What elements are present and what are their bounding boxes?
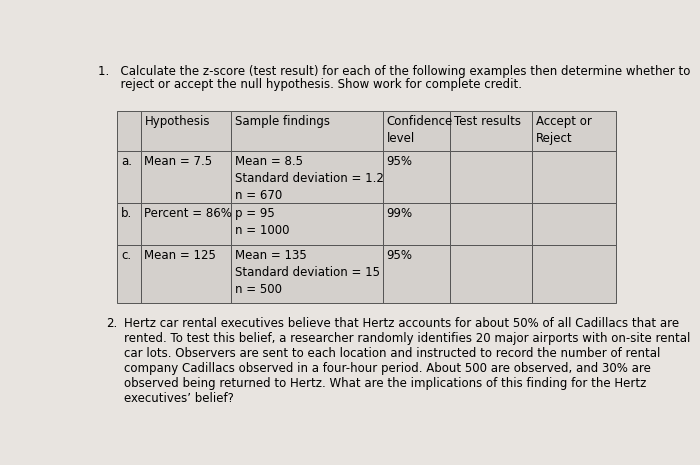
- Text: 2.: 2.: [106, 317, 118, 330]
- Text: 95%: 95%: [386, 155, 413, 168]
- Bar: [532, 151, 617, 204]
- Bar: [231, 204, 383, 246]
- Text: a.: a.: [121, 155, 132, 168]
- Text: executives’ belief?: executives’ belief?: [125, 392, 234, 405]
- Text: car lots. Observers are sent to each location and instructed to record the numbe: car lots. Observers are sent to each loc…: [125, 347, 661, 360]
- Bar: [383, 151, 450, 204]
- Bar: [450, 246, 532, 303]
- Text: company Cadillacs observed in a four-hour period. About 500 are observed, and 30: company Cadillacs observed in a four-hou…: [125, 362, 651, 375]
- Bar: [383, 204, 450, 246]
- Bar: [118, 111, 141, 151]
- Text: c.: c.: [121, 249, 132, 262]
- Text: Mean = 125: Mean = 125: [144, 249, 216, 262]
- Bar: [141, 204, 231, 246]
- Text: Mean = 7.5: Mean = 7.5: [144, 155, 213, 168]
- Bar: [532, 204, 617, 246]
- Bar: [118, 246, 141, 303]
- Text: Confidence
level: Confidence level: [386, 115, 453, 145]
- Text: Mean = 135
Standard deviation = 15
n = 500: Mean = 135 Standard deviation = 15 n = 5…: [235, 249, 380, 296]
- Bar: [118, 204, 141, 246]
- Bar: [141, 151, 231, 204]
- Bar: [450, 111, 532, 151]
- Bar: [141, 246, 231, 303]
- Text: p = 95
n = 1000: p = 95 n = 1000: [235, 207, 290, 237]
- Bar: [231, 246, 383, 303]
- Text: 95%: 95%: [386, 249, 413, 262]
- Text: Percent = 86%: Percent = 86%: [144, 207, 232, 220]
- Bar: [383, 246, 450, 303]
- Text: b.: b.: [121, 207, 132, 220]
- Bar: [532, 111, 617, 151]
- Bar: [231, 151, 383, 204]
- Text: Sample findings: Sample findings: [235, 115, 330, 128]
- Text: Hypothesis: Hypothesis: [144, 115, 210, 128]
- Text: Test results: Test results: [454, 115, 521, 128]
- Text: 1.   Calculate the z-score (test result) for each of the following examples then: 1. Calculate the z-score (test result) f…: [98, 65, 691, 78]
- Bar: [231, 111, 383, 151]
- Bar: [532, 246, 617, 303]
- Text: Hertz car rental executives believe that Hertz accounts for about 50% of all Cad: Hertz car rental executives believe that…: [125, 317, 680, 330]
- Text: Mean = 8.5
Standard deviation = 1.2
n = 670: Mean = 8.5 Standard deviation = 1.2 n = …: [235, 155, 384, 202]
- Bar: [118, 151, 141, 204]
- Text: 99%: 99%: [386, 207, 413, 220]
- Bar: [450, 151, 532, 204]
- Bar: [383, 111, 450, 151]
- Text: reject or accept the null hypothesis. Show work for complete credit.: reject or accept the null hypothesis. Sh…: [98, 78, 522, 91]
- Text: rented. To test this belief, a researcher randomly identifies 20 major airports : rented. To test this belief, a researche…: [125, 332, 691, 345]
- Bar: [450, 204, 532, 246]
- Text: observed being returned to Hertz. What are the implications of this finding for : observed being returned to Hertz. What a…: [125, 377, 647, 390]
- Text: Accept or
Reject: Accept or Reject: [536, 115, 592, 145]
- Bar: [141, 111, 231, 151]
